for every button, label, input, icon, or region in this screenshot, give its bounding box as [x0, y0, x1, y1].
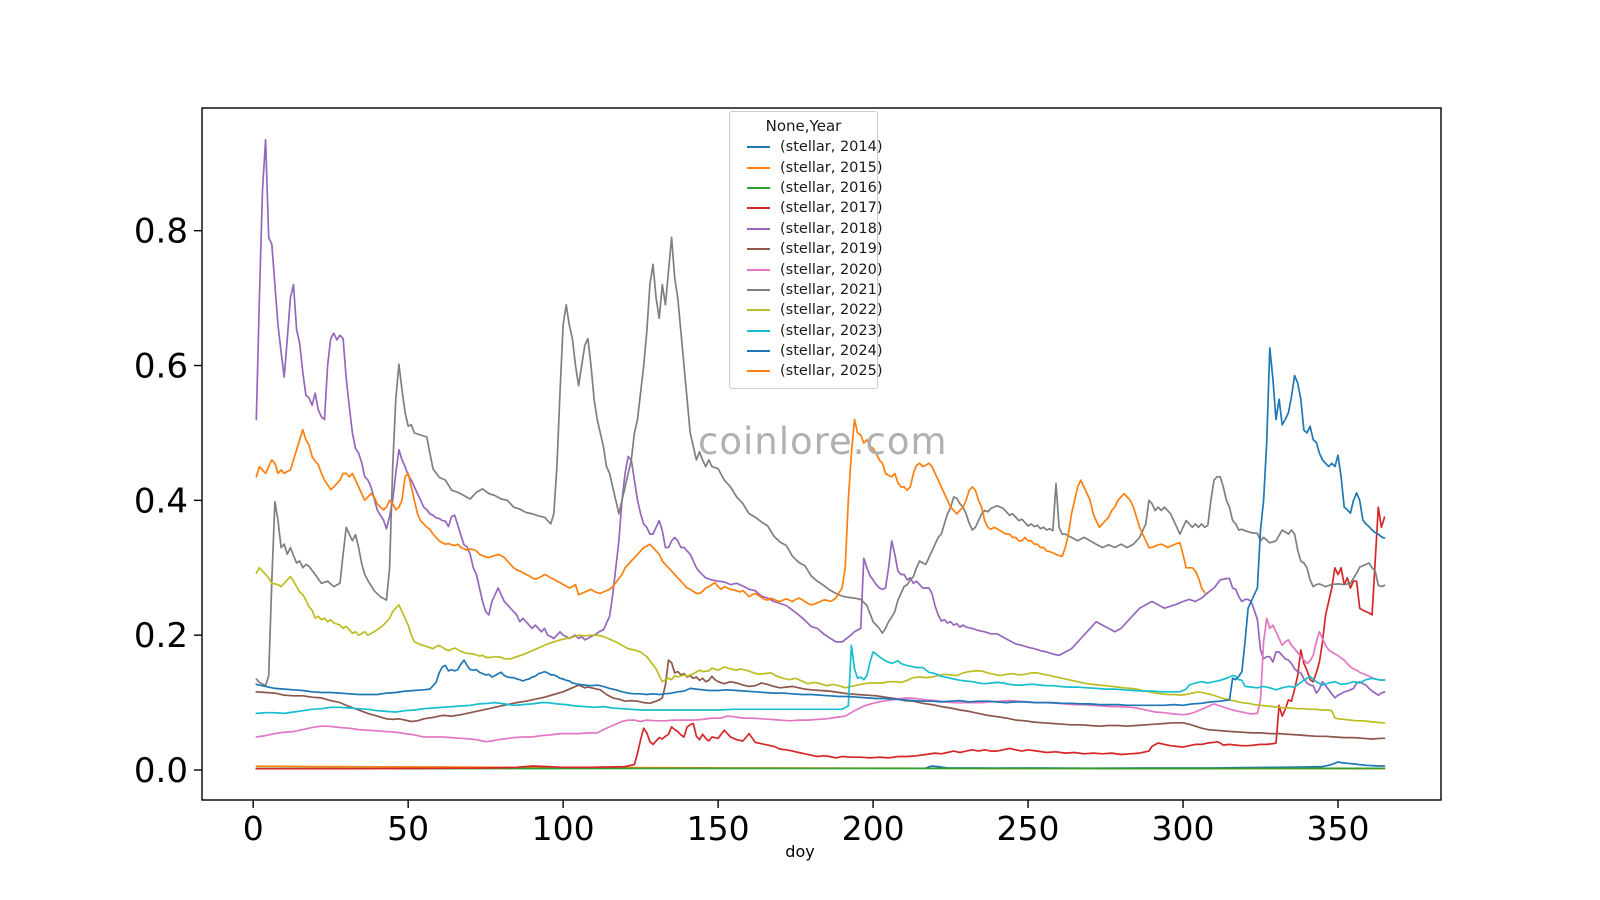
legend-line-sample	[747, 370, 770, 373]
legend-line-sample	[747, 186, 770, 189]
x-tick-label: 300	[1152, 809, 1215, 848]
x-tick-label: 350	[1307, 809, 1370, 848]
series-line-2022	[255, 566, 1386, 724]
legend-title: None,Year	[765, 117, 842, 135]
legend-label: (stellar, 2018)	[780, 220, 883, 237]
legend-label: (stellar, 2020)	[780, 261, 883, 278]
legend-line-sample	[747, 309, 770, 312]
legend-label: (stellar, 2023)	[780, 322, 883, 339]
legend-item-2020: (stellar, 2020)	[736, 259, 883, 279]
x-tick-label: 100	[532, 809, 595, 848]
watermark: coinlore.com	[698, 420, 948, 463]
legend-line-sample	[747, 146, 770, 149]
legend-label: (stellar, 2025)	[780, 363, 883, 380]
x-tick-label: 250	[997, 809, 1060, 848]
legend-item-2022: (stellar, 2022)	[736, 300, 883, 320]
legend-line-sample	[747, 207, 770, 210]
legend-label: (stellar, 2014)	[780, 139, 883, 156]
legend-label: (stellar, 2019)	[780, 241, 883, 258]
series-line-2021	[255, 236, 1386, 687]
legend-label: (stellar, 2017)	[780, 200, 883, 217]
x-tick-label: 200	[842, 809, 905, 848]
legend-item-2014: (stellar, 2014)	[736, 137, 883, 157]
y-tick-label: 0.8	[134, 212, 188, 252]
x-tick-label: 50	[387, 809, 429, 848]
series-line-2024	[255, 347, 1386, 707]
legend-item-2024: (stellar, 2024)	[736, 341, 883, 361]
legend-item-2018: (stellar, 2018)	[736, 219, 883, 239]
series-line-2019	[255, 659, 1386, 740]
series-line-2023	[255, 644, 1386, 715]
x-axis-label: doy	[785, 842, 815, 861]
legend-item-2015: (stellar, 2015)	[736, 157, 883, 177]
legend-label: (stellar, 2021)	[780, 281, 883, 298]
y-tick-label: 0.0	[134, 751, 188, 791]
series-line-2025	[255, 418, 1206, 606]
legend-item-2016: (stellar, 2016)	[736, 178, 883, 198]
legend-item-2021: (stellar, 2021)	[736, 280, 883, 300]
y-tick-label: 0.2	[134, 616, 188, 656]
legend-items: (stellar, 2014) (stellar, 2015) (stellar, …	[736, 137, 883, 382]
legend-item-2025: (stellar, 2025)	[736, 361, 883, 381]
series-line-2014	[924, 761, 1386, 770]
legend-label: (stellar, 2022)	[780, 302, 883, 319]
legend-line-sample	[747, 166, 770, 169]
x-tick-label: 150	[687, 809, 750, 848]
legend-line-sample	[747, 268, 770, 271]
legend: None,Year (stellar, 2014) (stellar, 2015)…	[729, 111, 883, 389]
legend-line-sample	[747, 329, 770, 332]
series-line-2020	[255, 617, 1386, 743]
x-tick-label: 0	[243, 809, 264, 848]
legend-line-sample	[747, 248, 770, 251]
series-line-2017	[255, 506, 1386, 770]
legend-line-sample	[747, 227, 770, 230]
legend-item-2019: (stellar, 2019)	[736, 239, 883, 259]
plot-frame	[201, 107, 1442, 801]
legend-line-sample	[747, 350, 770, 353]
y-tick-label: 0.4	[134, 481, 188, 521]
legend-label: (stellar, 2016)	[780, 179, 883, 196]
y-tick-label: 0.6	[134, 347, 188, 387]
legend-item-2017: (stellar, 2017)	[736, 198, 883, 218]
legend-label: (stellar, 2015)	[780, 159, 883, 176]
legend-item-2023: (stellar, 2023)	[736, 321, 883, 341]
legend-label: (stellar, 2024)	[780, 343, 883, 360]
legend-line-sample	[747, 288, 770, 291]
